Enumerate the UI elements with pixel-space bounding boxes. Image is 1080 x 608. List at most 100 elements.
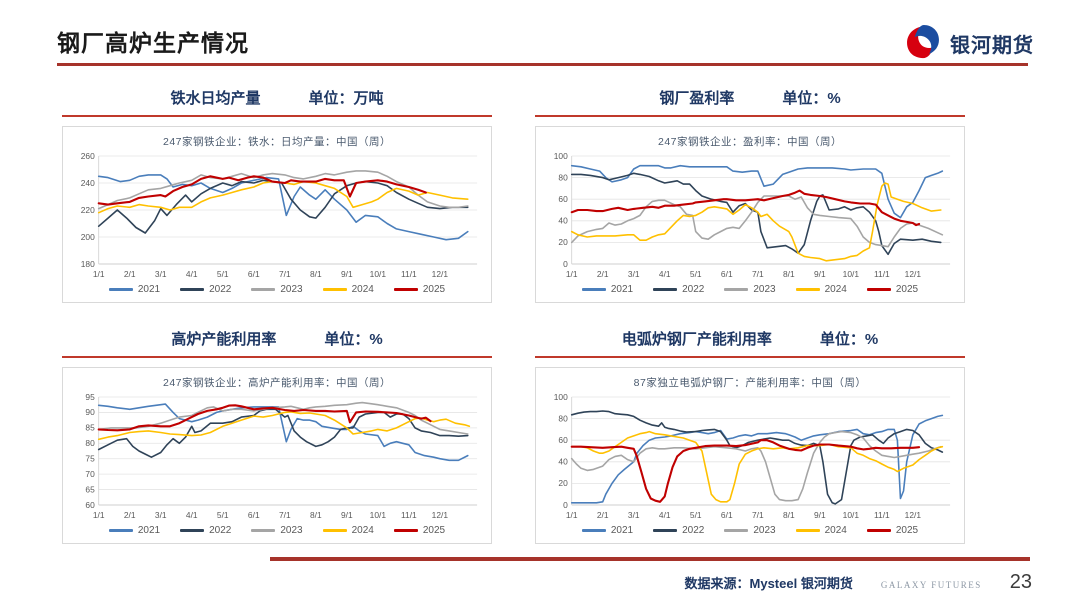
svg-text:20: 20 [558,237,568,247]
line-chart-canvas: 0 20 40 60 80 100 1/1 2/1 3/1 4/1 5/1 6/1 7/1 8/1 9/1 1… [554,151,951,279]
legend-swatch-2022 [653,288,678,291]
svg-text:4/1: 4/1 [659,269,671,279]
svg-text:11/1: 11/1 [874,510,890,520]
svg-text:80: 80 [558,413,568,423]
chart-inner-title: 87家独立电弧炉钢厂：产能利用率：中国（周） [633,377,867,389]
legend-label-2023: 2023 [753,284,776,295]
slide-footer: 数据来源：Mysteel 银河期货 GALAXY FUTURES 23 [685,571,1032,594]
svg-text:0: 0 [563,500,568,510]
chart-inner-title: 247家钢铁企业：铁水：日均产量：中国（周） [162,136,392,148]
series-line-2024 [570,182,942,262]
svg-text:240: 240 [81,178,95,188]
legend-swatch-2022 [180,288,205,291]
logo-text: 银河期货 [950,35,1034,57]
legend-label-2024: 2024 [351,525,374,536]
svg-text:100: 100 [554,151,568,161]
svg-text:6/1: 6/1 [721,510,733,520]
svg-text:2/1: 2/1 [597,510,609,520]
svg-text:10/1: 10/1 [843,510,860,520]
legend-item-2024: 2024 [795,284,847,295]
svg-text:75: 75 [85,453,95,463]
chart-legend: 2021 2022 2023 2024 2025 [69,522,485,541]
svg-text:2/1: 2/1 [124,510,136,520]
svg-text:11/1: 11/1 [401,510,417,520]
legend-swatch-2024 [795,288,820,291]
section-unit: 单位：% [324,331,383,348]
svg-text:10/1: 10/1 [370,269,387,279]
chart-legend: 2021 2022 2023 2024 2025 [69,281,485,300]
legend-item-2024: 2024 [322,525,374,536]
svg-text:85: 85 [85,423,95,433]
svg-text:2/1: 2/1 [597,269,609,279]
legend-swatch-2024 [322,288,347,291]
svg-text:12/1: 12/1 [432,269,449,279]
chart-block-blast-furnace-utilization: 高炉产能利用率 单位：% 247家钢铁企业：高炉产能利用率：中国（周） 60 65… [62,323,492,544]
legend-item-2023: 2023 [724,525,776,536]
svg-text:9/1: 9/1 [814,510,826,520]
legend-swatch-2023 [251,529,276,532]
series-line-2022 [570,172,942,256]
svg-text:7/1: 7/1 [279,510,291,520]
legend-label-2021: 2021 [610,525,634,536]
series-line-2022 [570,410,944,505]
series-line-2023 [570,195,944,248]
svg-text:5/1: 5/1 [690,269,702,279]
legend-swatch-2022 [653,529,678,532]
legend-swatch-2024 [795,529,820,532]
data-source-note: 数据来源：Mysteel 银河期货 [684,576,853,591]
section-header: 电弧炉钢厂产能利用率 单位：% [535,323,965,358]
legend-item-2022: 2022 [653,284,704,295]
section-unit: 单位：% [819,331,879,348]
series-line-2025 [97,404,432,432]
chart-panel: 87家独立电弧炉钢厂：产能利用率：中国（周） 0 20 40 60 80 100 1/1 2/… [535,367,965,544]
legend-item-2022: 2022 [180,525,231,536]
section-title: 高炉产能利用率 [171,331,277,348]
legend-item-2021: 2021 [108,284,160,295]
legend-item-2025: 2025 [393,525,446,536]
svg-text:12/1: 12/1 [432,510,449,520]
legend-label-2024: 2024 [824,284,847,295]
svg-text:5/1: 5/1 [690,510,702,520]
svg-text:12/1: 12/1 [905,269,922,279]
legend-item-2023: 2023 [724,284,776,295]
legend-swatch-2025 [866,288,891,291]
legend-swatch-2021 [108,288,133,291]
chart-legend: 2021 2022 2023 2024 2025 [542,522,958,541]
legend-label-2022: 2022 [209,525,232,536]
legend-swatch-2021 [108,529,133,532]
section-header: 钢厂盈利率 单位：% [535,82,965,117]
svg-text:60: 60 [558,194,568,204]
legend-item-2022: 2022 [653,525,704,536]
svg-text:5/1: 5/1 [217,510,229,520]
company-logo: 银河期货 [904,22,1034,65]
page-number: 23 [1009,571,1032,593]
legend-swatch-2025 [393,288,418,291]
svg-text:260: 260 [81,151,95,161]
svg-text:7/1: 7/1 [752,510,764,520]
chart-block-hot-metal-output: 铁水日均产量 单位：万吨 247家钢铁企业：铁水：日均产量：中国（周） 180 2… [62,82,492,303]
series-line-2023 [570,430,942,502]
svg-text:80: 80 [558,172,568,182]
chart-panel: 247家钢铁企业：盈利率：中国（周） 0 20 40 60 80 100 1/1 2/1 3/1… [535,126,965,303]
series-line-2021 [97,174,469,241]
svg-text:2/1: 2/1 [124,269,136,279]
svg-text:4/1: 4/1 [186,510,198,520]
svg-text:7/1: 7/1 [752,269,764,279]
legend-item-2024: 2024 [322,284,374,295]
svg-text:9/1: 9/1 [814,269,826,279]
series-line-2021 [570,414,944,504]
legend-item-2023: 2023 [251,525,303,536]
brand-wordmark: GALAXY FUTURES [880,580,982,590]
svg-text:1/1: 1/1 [566,269,578,279]
svg-text:3/1: 3/1 [155,510,167,520]
charts-grid: 铁水日均产量 单位：万吨 247家钢铁企业：铁水：日均产量：中国（周） 180 2… [62,82,965,544]
svg-text:3/1: 3/1 [628,510,640,520]
section-header: 高炉产能利用率 单位：% [62,323,492,358]
legend-label-2022: 2022 [682,284,705,295]
svg-text:1/1: 1/1 [93,269,105,279]
svg-text:4/1: 4/1 [659,510,671,520]
chart-block-eaf-utilization: 电弧炉钢厂产能利用率 单位：% 87家独立电弧炉钢厂：产能利用率：中国（周） 0… [535,323,965,544]
footer-divider [270,557,1030,561]
svg-text:100: 100 [554,392,568,402]
legend-label-2025: 2025 [422,525,446,536]
